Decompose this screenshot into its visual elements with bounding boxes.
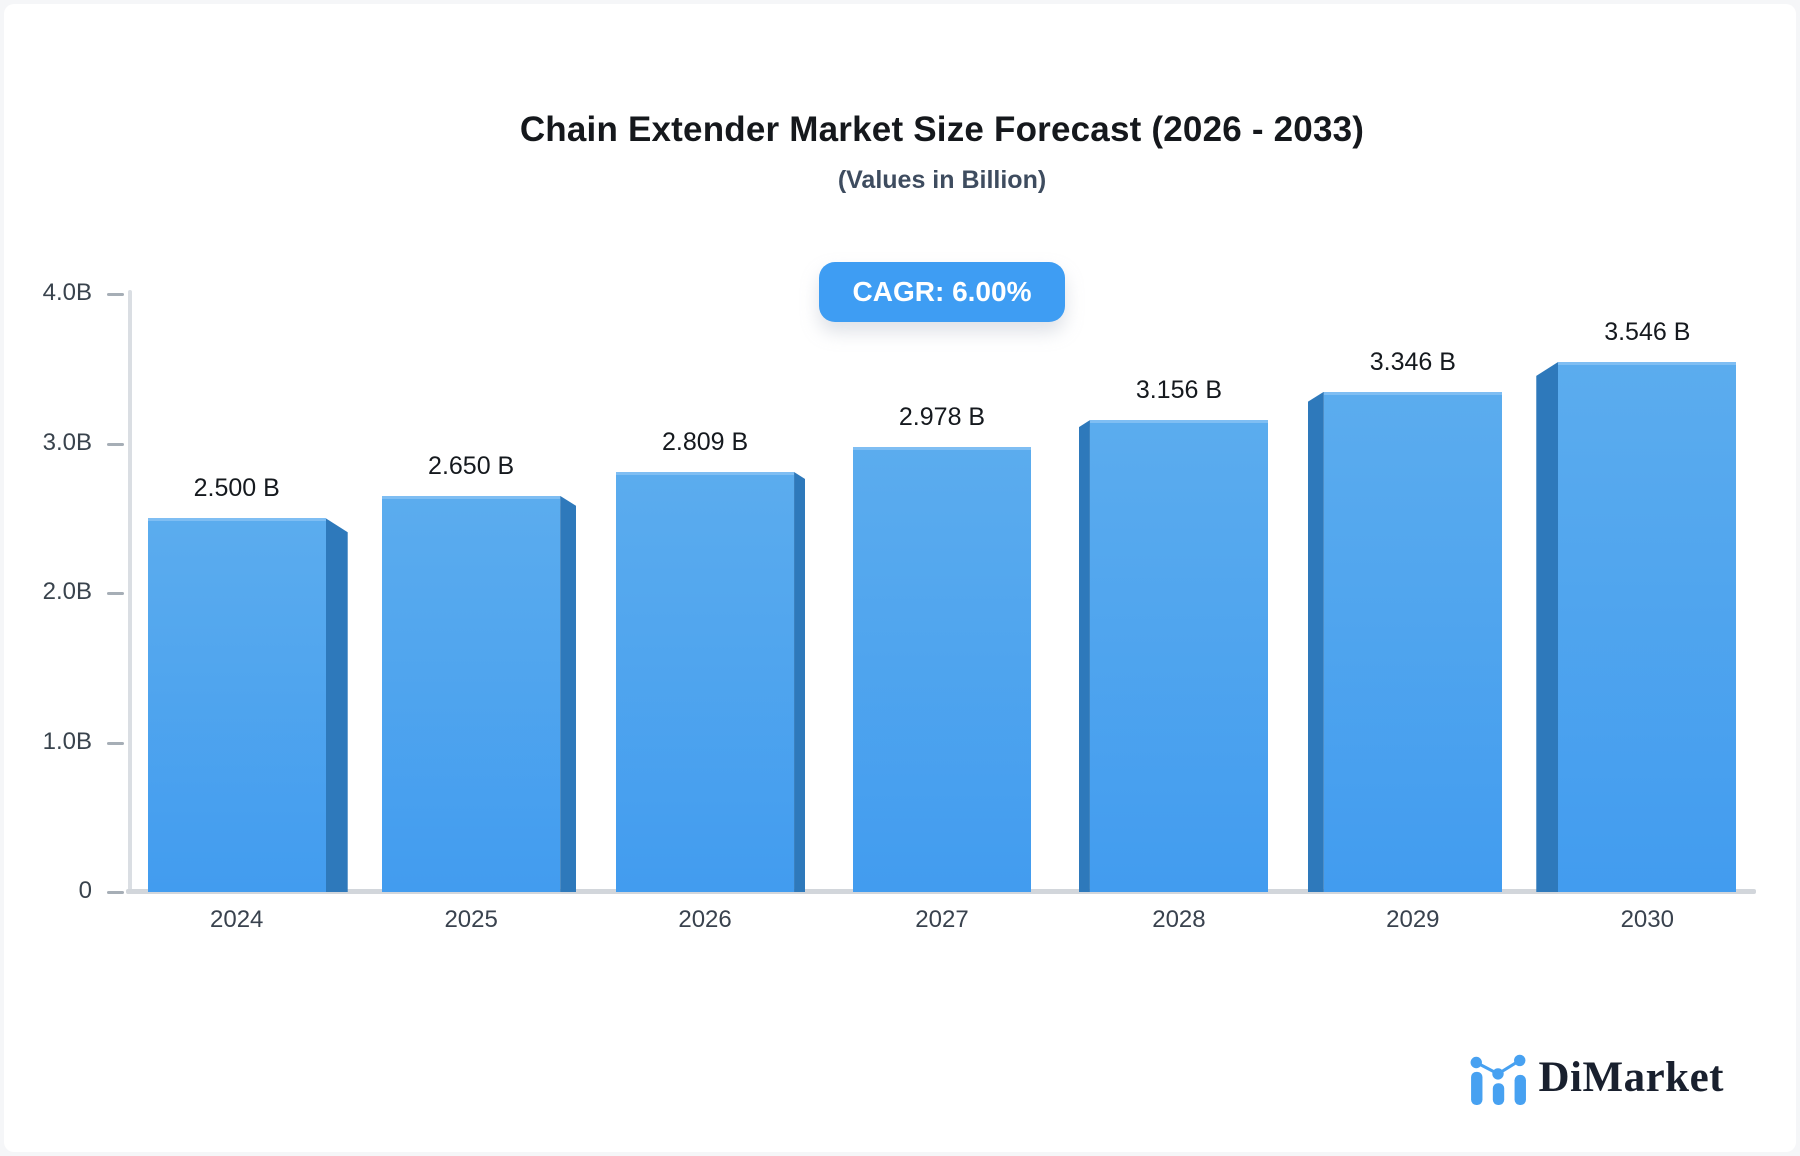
bar-value-label-2025: 2.650 B xyxy=(428,451,515,480)
x-axis-label-2030: 2030 xyxy=(1620,906,1674,933)
bar-value-label-2024: 2.500 B xyxy=(193,474,280,503)
y-axis-tick xyxy=(107,592,124,595)
dimarket-logo-text: DiMarket xyxy=(1538,1053,1724,1101)
bar-2026 xyxy=(616,472,795,892)
chart-card: Chain Extender Market Size Forecast (202… xyxy=(4,4,1796,1152)
bar-2027 xyxy=(853,446,1031,892)
bar-side-panel-2025 xyxy=(560,495,577,892)
y-axis-label-4.0B: 4.0B xyxy=(42,279,92,306)
y-axis-label-0: 0 xyxy=(78,877,92,904)
chart-subtitle: (Values in Billion) xyxy=(837,166,1047,194)
y-axis-line xyxy=(128,290,132,893)
x-axis-label-2027: 2027 xyxy=(915,906,969,933)
bar-chart-plot: 0 1.0B 2.0B 3.0B 4.0B 2.500 B 2024 2.650 B 2025 2… xyxy=(4,4,1796,1152)
bar-2029 xyxy=(1323,391,1502,892)
y-axis-tick xyxy=(107,442,124,446)
chart-title: Chain Extender Market Size Forecast (202… xyxy=(519,110,1365,149)
bar-side-panel-2028 xyxy=(1078,420,1090,892)
cagr-badge: CAGR: 6.00% xyxy=(818,262,1066,322)
y-axis-tick xyxy=(107,293,124,296)
bar-2028 xyxy=(1089,420,1268,892)
bar-2024 xyxy=(147,518,326,892)
bar-2030 xyxy=(1558,361,1737,892)
y-axis-tick xyxy=(107,741,124,745)
bar-side-panel-2029 xyxy=(1307,391,1324,892)
dimarket-logo: DiMarket xyxy=(1469,1048,1725,1106)
y-axis-tick xyxy=(107,891,124,894)
x-axis-label-2024: 2024 xyxy=(210,906,264,933)
bar-value-label-2030: 3.546 B xyxy=(1604,317,1691,346)
x-axis-label-2029: 2029 xyxy=(1386,906,1440,933)
bar-value-label-2026: 2.809 B xyxy=(661,428,749,457)
x-axis-label-2026: 2026 xyxy=(678,906,732,933)
x-axis-label-2025: 2025 xyxy=(444,906,498,933)
y-axis-label-3.0B: 3.0B xyxy=(42,428,92,456)
bar-side-panel-2024 xyxy=(325,518,348,892)
bar-side-panel-2026 xyxy=(794,472,806,892)
cagr-badge-row: CAGR: 6.00% xyxy=(134,262,1750,322)
y-axis-label-2.0B: 2.0B xyxy=(42,578,92,605)
y-axis-label-1.0B: 1.0B xyxy=(42,727,92,755)
bar-side-panel-2030 xyxy=(1536,361,1559,892)
bar-chart-logo-icon xyxy=(1470,1054,1526,1105)
bar-value-label-2029: 3.346 B xyxy=(1369,347,1456,376)
bar-value-label-2028: 3.156 B xyxy=(1135,376,1223,405)
bar-2025 xyxy=(382,495,561,892)
bar-value-label-2027: 2.978 B xyxy=(898,402,986,431)
x-axis-label-2028: 2028 xyxy=(1152,906,1206,933)
